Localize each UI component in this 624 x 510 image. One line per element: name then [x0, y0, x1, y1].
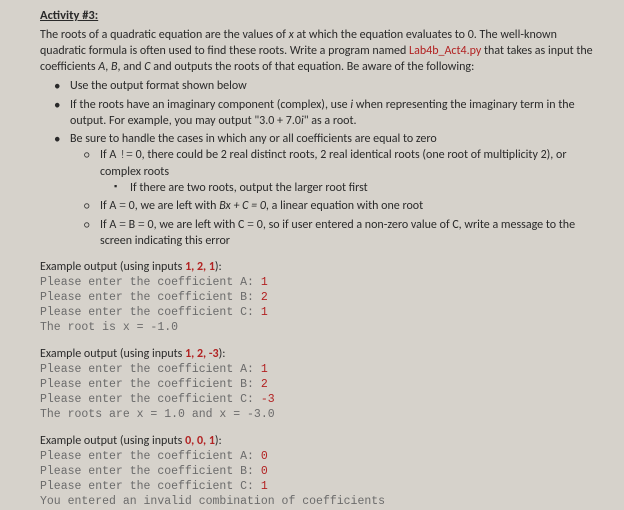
example-head-a: Example output (using inputs [40, 347, 185, 361]
s1-b: 0, there could be 2 real distinct roots,… [100, 148, 567, 179]
s3-c: 0, we are left with C [145, 218, 247, 232]
intro-text-4: and outputs the roots of that equation. … [151, 60, 475, 74]
s3-b: B [126, 218, 138, 232]
example-line-input: 1 [261, 363, 268, 376]
b3-text: Be sure to handle the cases in which any… [70, 132, 437, 146]
bullet-2: If the roots have an imaginary component… [40, 97, 596, 129]
example-line-input: -3 [261, 393, 275, 406]
example-line-text: Please enter the coefficient B: [40, 465, 261, 478]
example-line-input: 1 [261, 276, 268, 289]
example-head-b: ): [219, 347, 226, 361]
subsub-list: If there are two roots, output the large… [100, 180, 596, 196]
b2-text-c: " as a root. [304, 114, 357, 128]
example-line-text: Please enter the coefficient C: [40, 306, 261, 319]
example-output-line: You entered an invalid combination of co… [40, 495, 596, 510]
example-output-line: Please enter the coefficient C: 1 [40, 480, 596, 495]
s1-a: If A [100, 148, 119, 162]
s2-b: 0, we are left with [126, 199, 219, 213]
example-inputs: 1, 2, 1 [185, 260, 215, 274]
sub-1: If A != 0, there could be 2 real distinc… [70, 147, 596, 196]
example-inputs: 1, 2, -3 [185, 347, 219, 361]
sub-2: If A = 0, we are left with Bx + C = 0, a… [70, 198, 596, 215]
sub-list: If A != 0, there could be 2 real distinc… [70, 147, 596, 249]
example-output-line: Please enter the coefficient B: 0 [40, 465, 596, 480]
example-line-text: Please enter the coefficient A: [40, 363, 261, 376]
s2-eqn: Bx + C = 0 [219, 199, 266, 213]
example-output-line: Please enter the coefficient A: 1 [40, 363, 596, 378]
example-output-line: Please enter the coefficient B: 2 [40, 378, 596, 393]
example-head-a: Example output (using inputs [40, 434, 185, 448]
s3-eqa: = [119, 219, 126, 232]
example-line-input: 0 [261, 465, 268, 478]
subsub-1: If there are two roots, output the large… [100, 180, 596, 196]
example-output-line: Please enter the coefficient C: 1 [40, 306, 596, 321]
example-output-line: Please enter the coefficient C: -3 [40, 393, 596, 408]
example-line-text: You entered an invalid combination of co… [40, 495, 385, 508]
example-output-line: Please enter the coefficient A: 1 [40, 276, 596, 291]
example-output-line: Please enter the coefficient B: 2 [40, 291, 596, 306]
example-output-line: Please enter the coefficient A: 0 [40, 450, 596, 465]
example-line-text: Please enter the coefficient A: [40, 450, 261, 463]
activity-title: Activity #3: [40, 8, 596, 25]
example-line-input: 1 [261, 480, 268, 493]
filename: Lab4b_Act4.py [409, 44, 481, 58]
b2-text-a: If the roots have an imaginary component… [70, 98, 350, 112]
example-output-line: The root is x = -1.0 [40, 321, 596, 336]
s1-ne: != [119, 149, 133, 162]
example-line-text: Please enter the coefficient B: [40, 378, 261, 391]
example-inputs: 0, 0, 1 [185, 434, 215, 448]
example-line-text: Please enter the coefficient A: [40, 276, 261, 289]
example-head-b: ): [215, 434, 222, 448]
examples-container: Example output (using inputs 1, 2, 1):Pl… [40, 259, 596, 510]
example-heading: Example output (using inputs 1, 2, -3): [40, 346, 596, 362]
s2-eq: = [119, 200, 126, 213]
example-output-line: The roots are x = 1.0 and x = -3.0 [40, 408, 596, 423]
example-line-text: Please enter the coefficient C: [40, 480, 261, 493]
s2-c: , a linear equation with one root [266, 199, 423, 213]
example-line-input: 2 [261, 378, 268, 391]
example-line-text: The root is x = -1.0 [40, 321, 178, 334]
example-line-text: Please enter the coefficient C: [40, 393, 261, 406]
s2-a: If A [100, 199, 119, 213]
s3-a: If A [100, 218, 119, 232]
example-heading: Example output (using inputs 0, 0, 1): [40, 433, 596, 449]
example-line-input: 1 [261, 306, 268, 319]
example-head-a: Example output (using inputs [40, 260, 185, 274]
bullet-list: Use the output format shown below If the… [40, 78, 596, 249]
example-head-b: ): [215, 260, 222, 274]
intro-paragraph: The roots of a quadratic equation are th… [40, 27, 596, 76]
intro-text-1: The roots of a quadratic equation are th… [40, 28, 289, 42]
bullet-1: Use the output format shown below [40, 78, 596, 94]
example-line-input: 0 [261, 450, 268, 463]
sub-3: If A = B = 0, we are left with C = 0, so… [70, 217, 596, 250]
example-line-text: Please enter the coefficient B: [40, 291, 261, 304]
example-line-text: The roots are x = 1.0 and x = -3.0 [40, 408, 275, 421]
example-heading: Example output (using inputs 1, 2, 1): [40, 259, 596, 275]
example-line-input: 2 [261, 291, 268, 304]
bullet-3: Be sure to handle the cases in which any… [40, 131, 596, 249]
s3-eqb: = [138, 219, 145, 232]
comma-2: , and [117, 60, 144, 74]
